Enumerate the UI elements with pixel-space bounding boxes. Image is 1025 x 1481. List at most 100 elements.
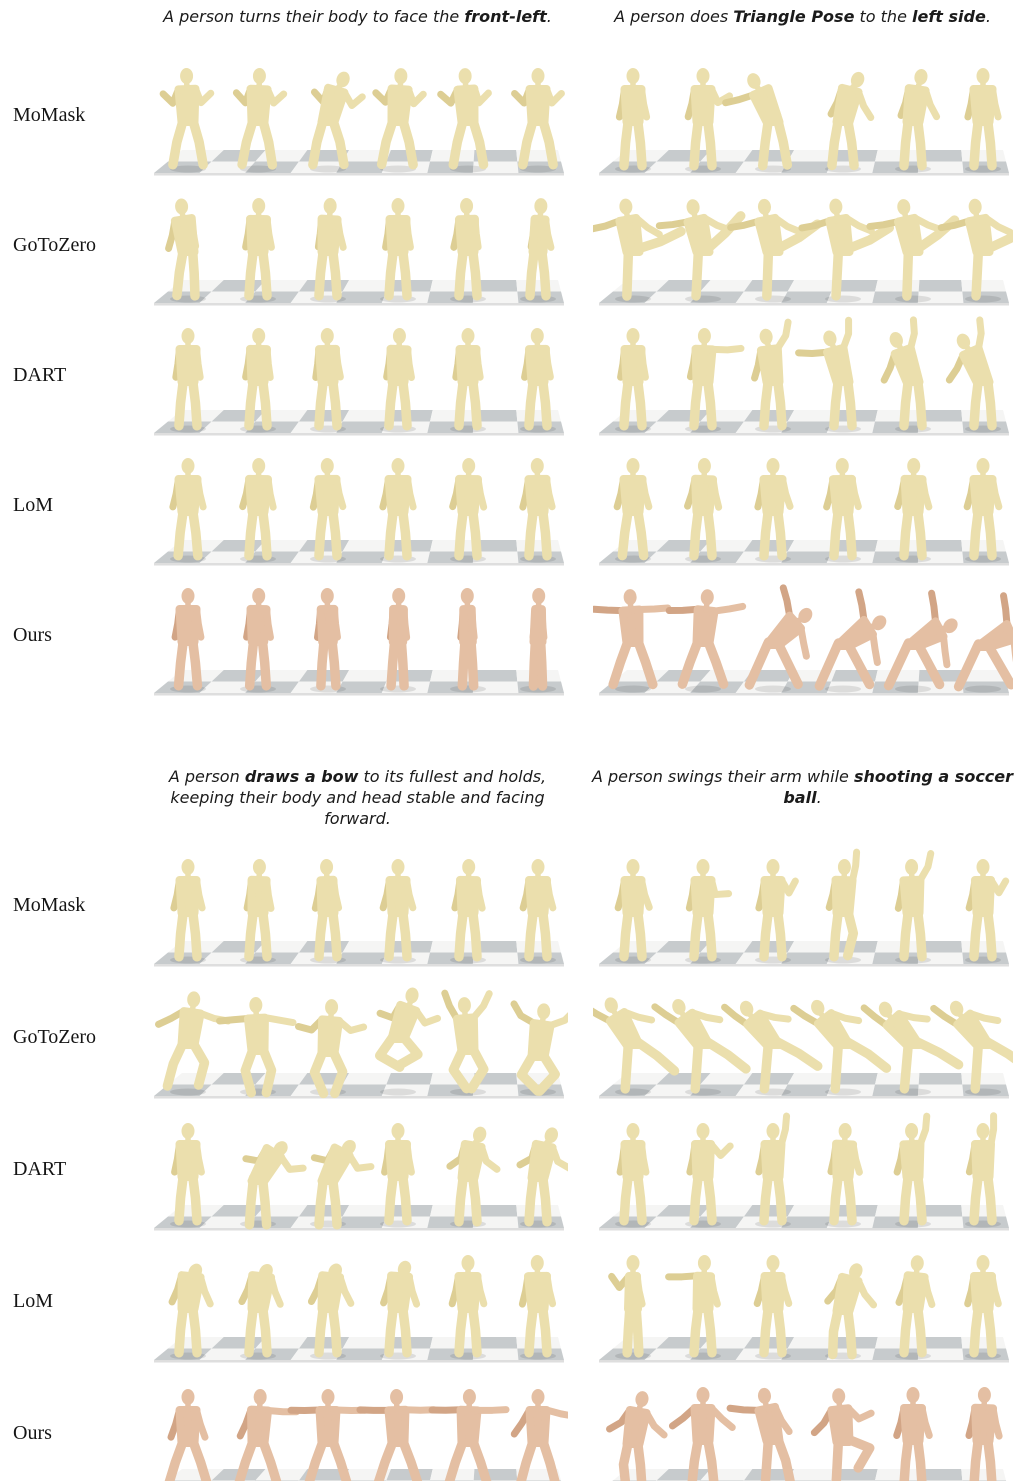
figure-left-leg	[383, 374, 398, 431]
floor-edge	[598, 964, 1009, 967]
figure-torso	[454, 1272, 481, 1314]
figure-shadow	[894, 295, 931, 303]
figure-head	[896, 199, 910, 216]
caption-segment: .	[546, 7, 552, 26]
figure-right-leg	[982, 905, 997, 962]
caption-spacer	[0, 6, 135, 46]
figure-right-leg	[772, 114, 792, 170]
figure-right-leg	[982, 1037, 1013, 1064]
figure-right-arm	[854, 1277, 877, 1309]
figure-left-arm	[592, 1007, 613, 1025]
human-figure	[592, 198, 686, 303]
figure-left-arm	[510, 1000, 537, 1027]
floor-tile	[335, 421, 386, 433]
figure-right-arm	[193, 475, 207, 511]
floor-tile	[342, 410, 391, 422]
figure-torso	[614, 213, 643, 256]
figure-right-arm	[542, 1406, 568, 1420]
figure-left-arm	[215, 1015, 251, 1025]
figure-right-arm	[796, 624, 810, 660]
figure-head	[626, 859, 639, 876]
floor-tile	[473, 670, 517, 682]
floor-tile	[918, 1073, 962, 1085]
figure-right-arm	[192, 1140, 205, 1176]
figure-right-leg	[326, 634, 341, 691]
figure-left-leg	[313, 1173, 328, 1230]
figure-right-arm	[345, 1152, 374, 1173]
figure-shadow	[754, 685, 791, 693]
figure-head	[976, 1255, 989, 1272]
method-label: DART	[13, 1157, 67, 1180]
figure-right-leg	[912, 905, 927, 962]
human-figure	[720, 1001, 823, 1096]
figure-right-arm	[773, 318, 792, 352]
figure-right-arm	[263, 85, 287, 107]
figure-left-leg	[621, 244, 633, 301]
floor-tile	[199, 681, 255, 693]
figure-left-leg	[167, 114, 188, 170]
human-figure	[239, 1141, 307, 1230]
motion-scene-svg	[153, 987, 568, 1099]
figure-left-leg	[969, 1037, 983, 1094]
figure-left-leg	[618, 374, 633, 431]
figure-right-leg	[256, 634, 271, 691]
human-figure	[726, 198, 822, 303]
figure-left-arm	[592, 217, 623, 233]
checkered-floor	[598, 941, 1009, 967]
figure-right-arm	[196, 1273, 214, 1308]
figure-head	[319, 859, 333, 876]
figure-left-leg	[831, 1434, 843, 1481]
floor-tile	[830, 1469, 878, 1481]
figure-torso	[243, 1013, 269, 1056]
figure-right-arm	[546, 1012, 568, 1030]
floor-tile	[244, 952, 299, 965]
human-figure	[379, 1123, 416, 1228]
floor-tile	[960, 280, 1006, 292]
figure-right-arm	[542, 85, 565, 107]
figure-right-leg	[632, 905, 647, 962]
human-figure	[750, 318, 792, 433]
figure-torso	[175, 1406, 200, 1448]
human-figure	[683, 458, 722, 563]
figure-right-leg	[982, 504, 997, 561]
floor-tile	[830, 1073, 878, 1085]
figure-torso	[246, 84, 272, 126]
floor-tile	[918, 150, 962, 162]
figure-left-leg	[385, 634, 400, 691]
figure-right-arm	[330, 605, 341, 641]
figure-torso	[174, 475, 201, 516]
figure-torso	[452, 1013, 478, 1056]
floor-tile	[874, 410, 919, 422]
figure-left-leg	[688, 1301, 703, 1358]
figure-torso	[902, 617, 947, 650]
human-figure	[374, 987, 441, 1096]
figure-right-arm	[707, 1140, 734, 1160]
figure-right-arm	[637, 85, 650, 121]
figure-right-leg	[842, 114, 859, 171]
human-figure	[239, 859, 276, 964]
figure-head	[968, 198, 982, 215]
figure-left-leg	[376, 114, 398, 170]
floor-tile	[699, 280, 752, 292]
figure-right-leg	[912, 114, 927, 171]
human-figure	[592, 589, 671, 693]
motion-render-panel	[135, 1374, 580, 1481]
figure-torso	[970, 1140, 995, 1182]
figure-right-arm	[771, 1403, 793, 1436]
figure-right-arm	[778, 475, 794, 510]
human-figure	[824, 1123, 863, 1228]
figure-right-arm	[548, 1144, 568, 1172]
figure-right-arm	[777, 876, 799, 897]
figure-head	[393, 68, 407, 85]
caption-segment: shooting a soccer ball	[783, 767, 1014, 808]
figure-head	[531, 1389, 544, 1406]
figure-left-leg	[688, 374, 703, 431]
figure-right-arm	[827, 1009, 862, 1025]
figure-torso	[824, 213, 853, 256]
floor-edge	[153, 303, 564, 306]
figure-right-arm	[474, 475, 487, 511]
human-figure	[519, 198, 556, 303]
floor-tile	[787, 1469, 836, 1481]
floor-tile	[918, 1205, 962, 1217]
human-figure	[232, 68, 287, 173]
